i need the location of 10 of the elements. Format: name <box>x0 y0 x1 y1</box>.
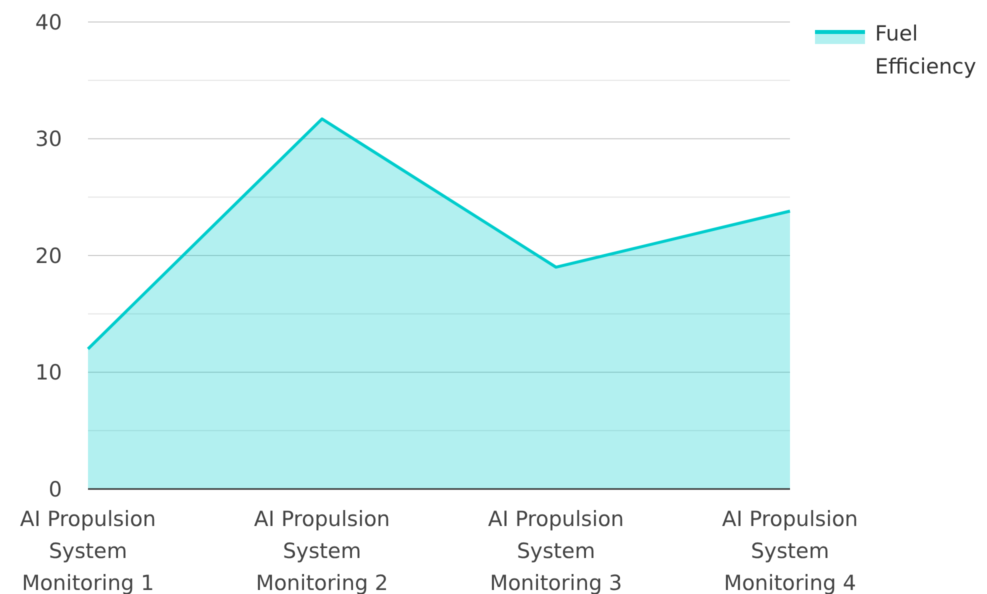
x-tick-label: AI Propulsion System Monitoring 3 <box>488 507 624 594</box>
y-tick-label: 30 <box>35 127 62 152</box>
y-tick-label: 10 <box>35 360 62 385</box>
x-tick-label: AI Propulsion System Monitoring 2 <box>254 507 390 594</box>
x-tick-label: AI Propulsion System Monitoring 4 <box>722 507 858 594</box>
legend-label: Fuel Efficiency <box>875 21 976 78</box>
y-tick-label: 0 <box>48 477 62 502</box>
x-tick-label: AI Propulsion System Monitoring 1 <box>20 507 156 594</box>
y-tick-label: 20 <box>35 244 62 268</box>
y-tick-label: 40 <box>35 10 62 34</box>
